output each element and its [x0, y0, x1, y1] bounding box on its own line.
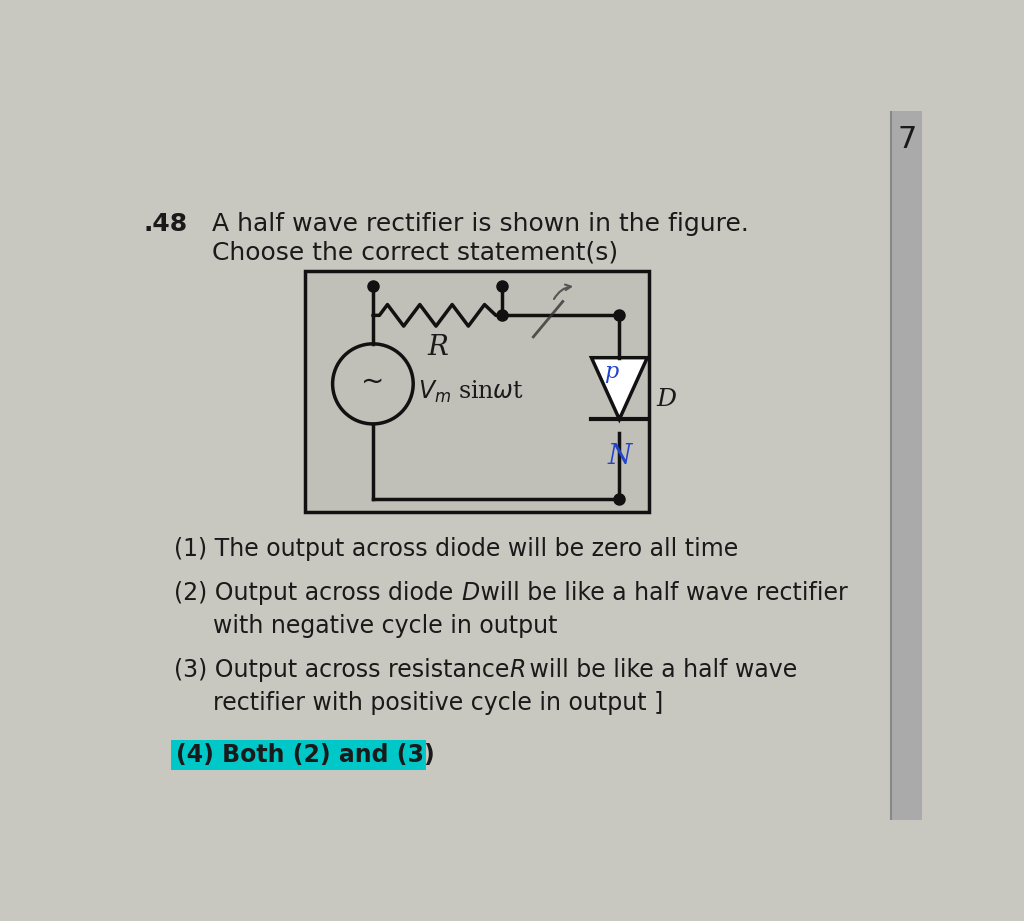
Text: (2) Output across diode: (2) Output across diode	[174, 581, 461, 605]
Text: R: R	[509, 659, 525, 682]
Text: will be like a half wave: will be like a half wave	[521, 659, 797, 682]
Text: (4) Both (2) and (3): (4) Both (2) and (3)	[176, 743, 435, 767]
Text: 7: 7	[897, 125, 916, 155]
Text: p: p	[604, 360, 618, 382]
Text: Choose the correct statement(s): Choose the correct statement(s)	[212, 241, 617, 265]
Text: A half wave rectifier is shown in the figure.: A half wave rectifier is shown in the fi…	[212, 213, 749, 237]
Text: will be like a half wave rectifier: will be like a half wave rectifier	[473, 581, 848, 605]
Bar	[171, 740, 426, 770]
Text: ~: ~	[361, 367, 385, 395]
Text: (3) Output across resistance: (3) Output across resistance	[174, 659, 517, 682]
Text: sin$\omega$t: sin$\omega$t	[458, 380, 524, 403]
Text: $V_m$: $V_m$	[418, 379, 451, 404]
Text: N: N	[607, 443, 632, 470]
Polygon shape	[592, 357, 647, 419]
Text: R: R	[427, 334, 449, 361]
Text: D: D	[461, 581, 479, 605]
Text: (1) The output across diode will be zero all time: (1) The output across diode will be zero…	[174, 538, 738, 562]
Text: with negative cycle in output: with negative cycle in output	[213, 613, 558, 637]
Bar	[891, 111, 922, 820]
Text: .48: .48	[143, 213, 187, 237]
Text: D: D	[656, 388, 677, 411]
Bar	[305, 271, 649, 512]
Text: rectifier with positive cycle in output ]: rectifier with positive cycle in output …	[213, 691, 664, 715]
